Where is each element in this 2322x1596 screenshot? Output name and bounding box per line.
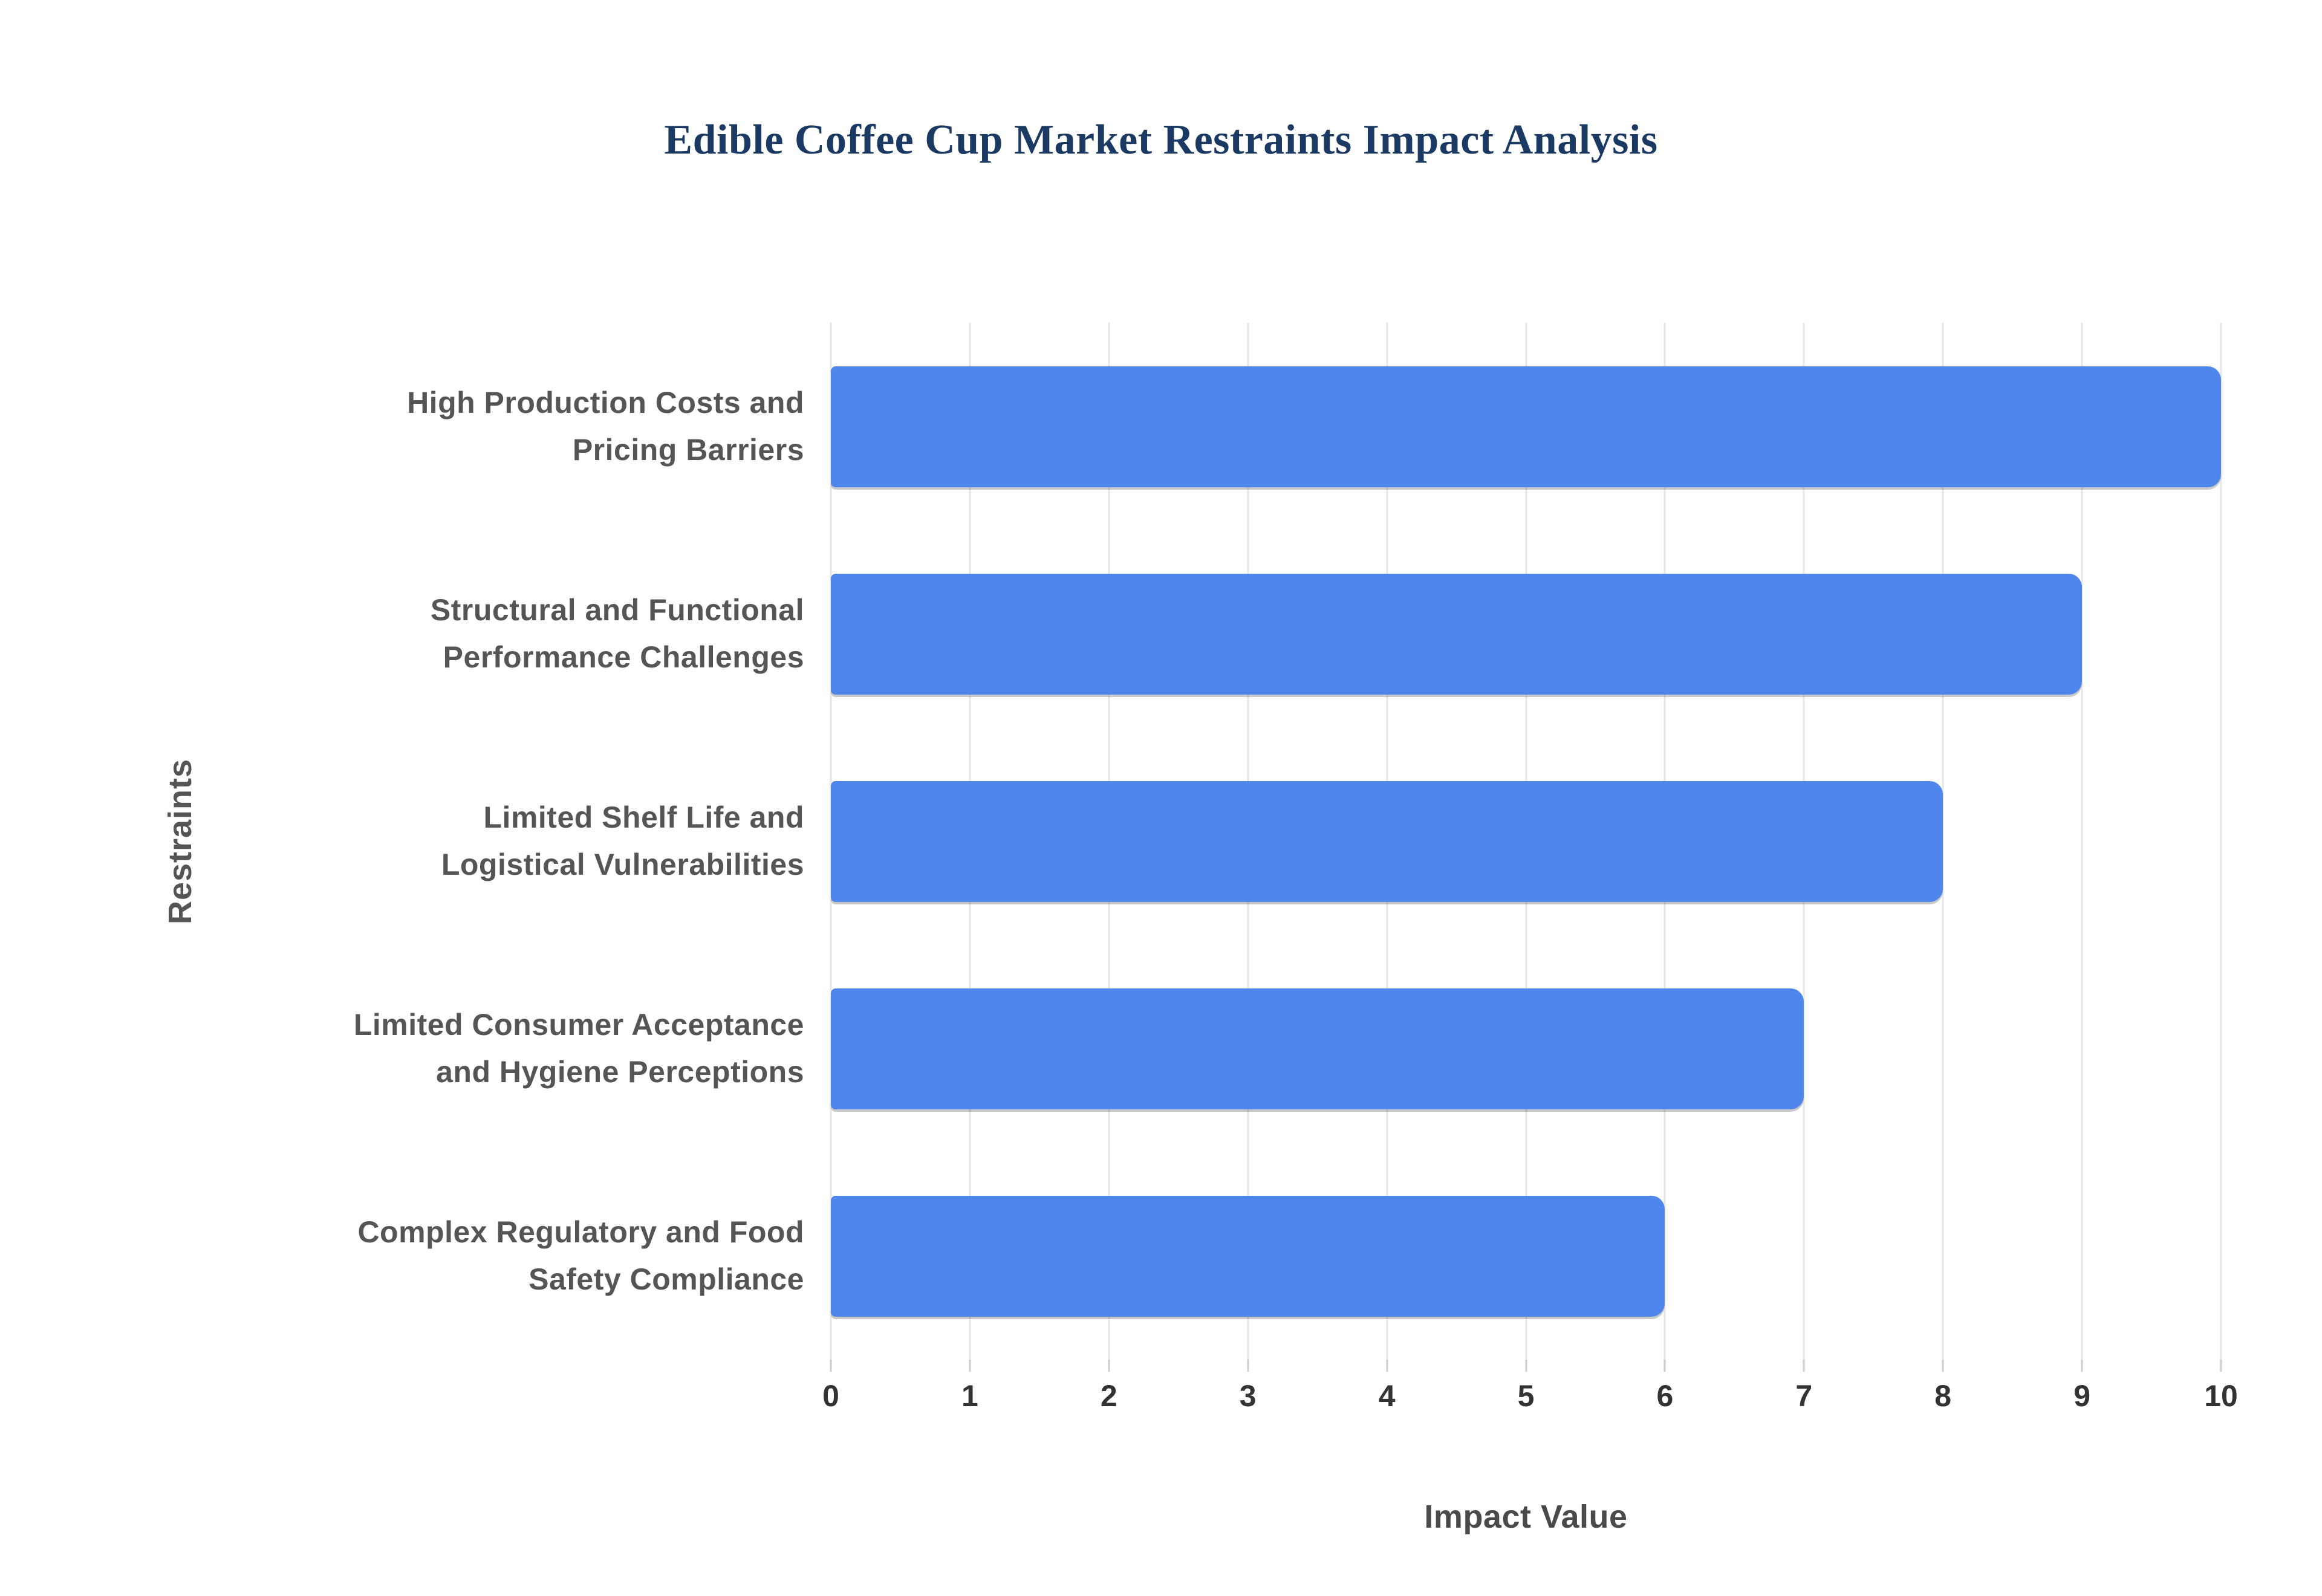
bar-row xyxy=(831,738,2221,945)
x-tick-label: 5 xyxy=(1517,1379,1535,1413)
x-tick-label: 7 xyxy=(1795,1379,1813,1413)
x-tick-label: 8 xyxy=(1934,1379,1952,1413)
tick-mark xyxy=(1942,1360,1944,1372)
category-label: Limited Shelf Life and Logistical Vulner… xyxy=(441,800,804,881)
chart-title: Edible Coffee Cup Market Restraints Impa… xyxy=(664,117,1658,163)
bar-series xyxy=(831,323,2221,1360)
gridline xyxy=(1942,323,1944,1360)
x-tick-labels: 0 1 2 3 4 5 6 7 8 9 10 xyxy=(822,1378,2238,1417)
x-axis-title: Impact Value xyxy=(1424,1499,1628,1535)
x-tick-label: 2 xyxy=(1100,1379,1117,1413)
tick-mark xyxy=(1386,1360,1388,1372)
bar-row xyxy=(831,945,2221,1152)
bar xyxy=(831,573,2083,695)
bar-row xyxy=(831,530,2221,738)
plot-area xyxy=(830,323,2222,1360)
bar xyxy=(831,366,2221,487)
bar-row xyxy=(831,323,2221,530)
category-label: Structural and Functional Performance Ch… xyxy=(430,593,804,674)
tick-mark xyxy=(969,1360,971,1372)
x-tick-label: 1 xyxy=(961,1379,978,1413)
category-axis: High Production Costs and Pricing Barrie… xyxy=(284,323,804,1360)
bar xyxy=(831,988,1804,1109)
x-tick-marks xyxy=(830,1360,2222,1372)
tick-mark xyxy=(830,1360,832,1372)
y-axis-title: Restraints xyxy=(162,758,198,925)
bar xyxy=(831,780,1943,902)
tick-mark xyxy=(2220,1360,2222,1372)
tick-mark xyxy=(1247,1360,1249,1372)
gridline xyxy=(2220,323,2222,1360)
bar-row xyxy=(831,1152,2221,1360)
category-label: Limited Consumer Acceptance and Hygiene … xyxy=(353,1008,804,1089)
gridline xyxy=(2081,323,2083,1360)
tick-mark xyxy=(1803,1360,1805,1372)
x-tick-label: 0 xyxy=(822,1379,839,1413)
tick-mark xyxy=(1663,1360,1666,1372)
x-tick-label: 6 xyxy=(1656,1379,1674,1413)
bar xyxy=(831,1195,1665,1317)
x-tick-label: 3 xyxy=(1239,1379,1257,1413)
x-tick-label: 10 xyxy=(2204,1379,2238,1413)
tick-mark xyxy=(1108,1360,1110,1372)
category-label: High Production Costs and Pricing Barrie… xyxy=(407,386,804,467)
tick-mark xyxy=(2081,1360,2083,1372)
tick-mark xyxy=(1525,1360,1527,1372)
x-tick-label: 4 xyxy=(1378,1379,1396,1413)
category-label: Complex Regulatory and Food Safety Compl… xyxy=(357,1215,804,1296)
x-tick-label: 9 xyxy=(2073,1379,2090,1413)
